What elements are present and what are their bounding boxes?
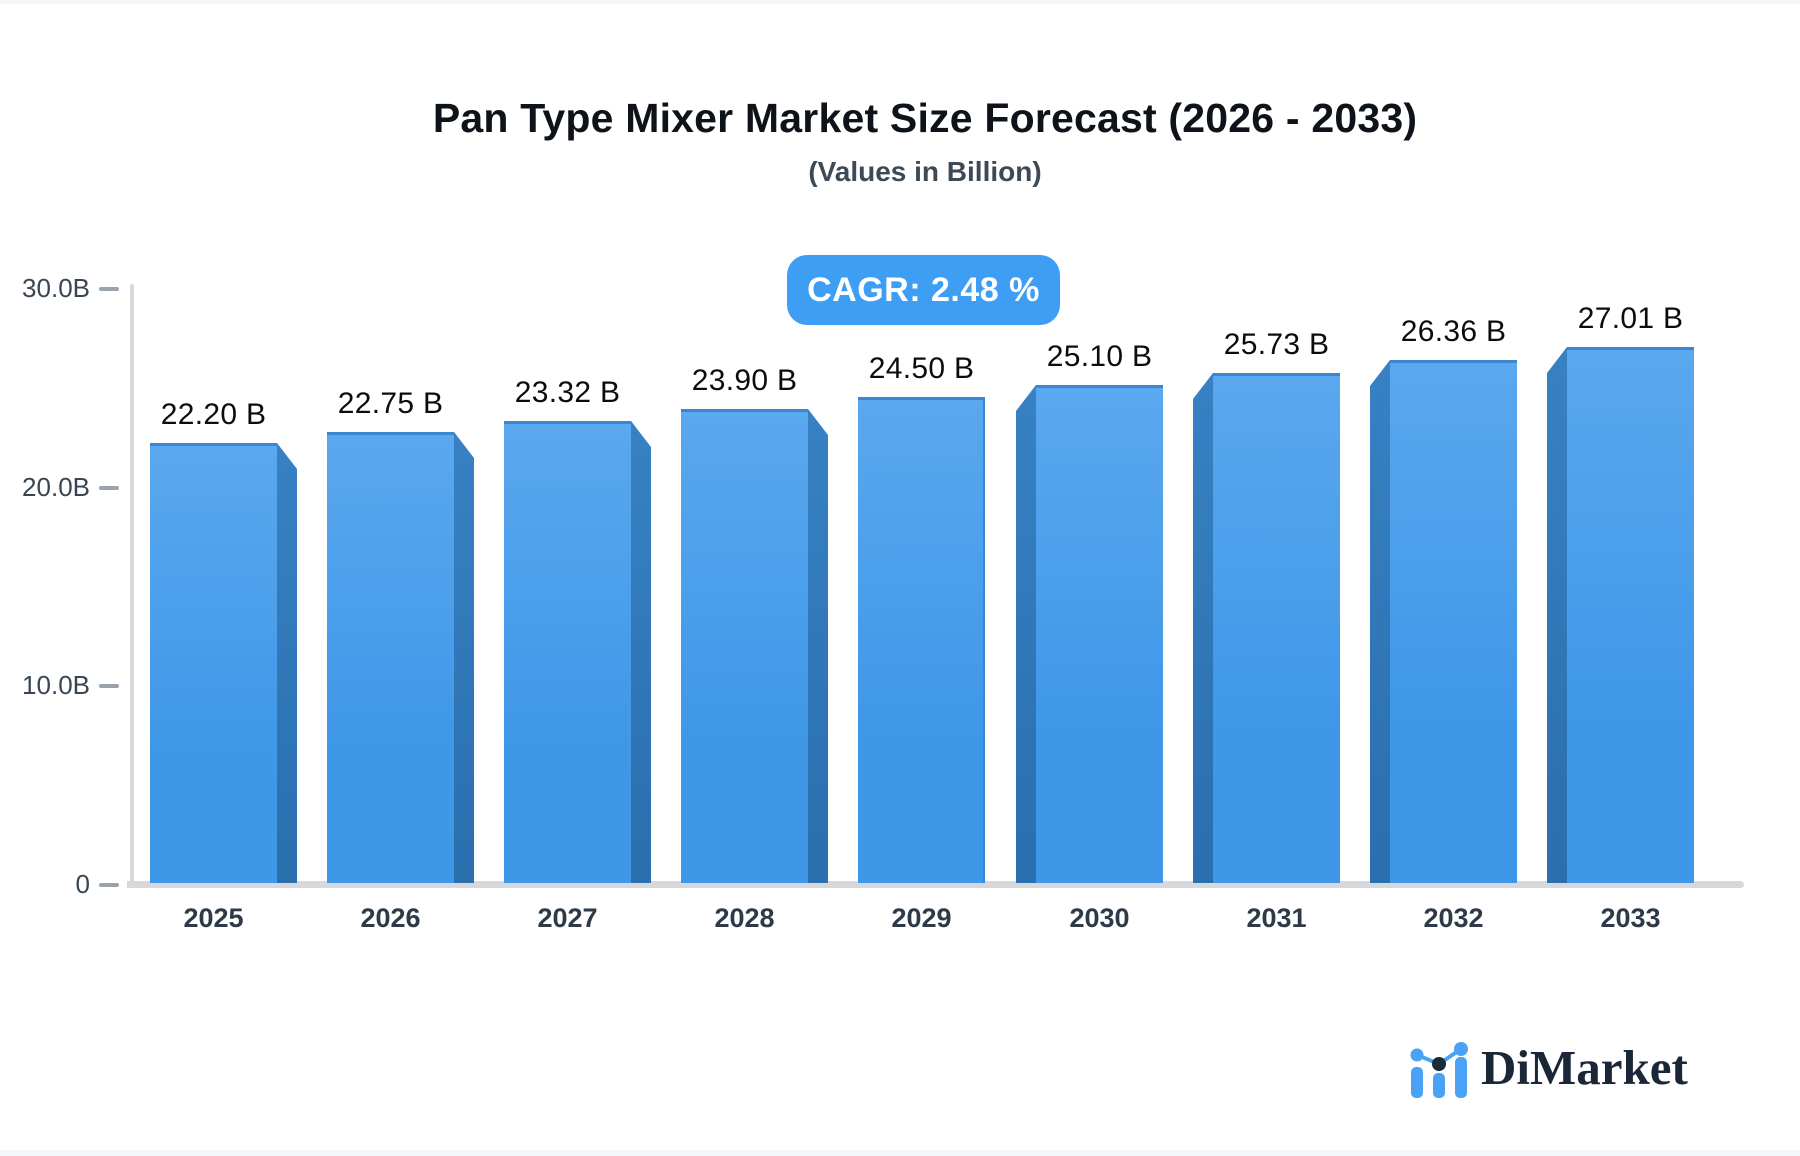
bar-value-label-2029: 24.50 B [868,352,975,385]
logo-dot-left [1410,1048,1424,1062]
x-axis-label-2025: 2025 [183,903,244,933]
bar-side-face-2025 [277,443,297,883]
bar-2027 [504,421,631,883]
x-axis-label-2030: 2030 [1069,903,1130,933]
x-axis-label-2026: 2026 [360,903,421,933]
bar-2033 [1567,347,1694,883]
y-axis-tick-label: 30.0B [22,273,90,303]
x-axis-label-2033: 2033 [1600,903,1661,933]
bar-side-face-2032 [1370,360,1390,883]
bar-value-label-2028: 23.90 B [691,364,798,397]
bar-2029 [858,397,985,883]
bar-2032 [1390,360,1517,883]
bar-side-face-2030 [1016,385,1036,883]
y-axis-tick-label: 20.0B [22,472,90,502]
page-top-border [0,0,1800,4]
x-axis-label-2028: 2028 [714,903,775,933]
y-axis-tick-label: 10.0B [22,670,90,700]
y-axis-tick-mark [99,486,119,490]
x-axis-label-2031: 2031 [1246,903,1307,933]
chart-title: Pan Type Mixer Market Size Forecast (202… [432,95,1418,141]
page-bottom-border [0,1150,1800,1156]
chart-subtitle: (Values in Billion) [808,156,1042,187]
bar-value-label-2026: 22.75 B [337,387,444,420]
cagr-badge: CAGR: 2.48 % [787,255,1060,325]
y-axis-line [130,284,134,883]
bar-value-label-2032: 26.36 B [1400,315,1507,348]
dimarket-chart-icon [1410,1042,1468,1098]
bar-2030 [1036,385,1163,883]
y-axis-tick-mark [99,684,119,688]
bar-2025 [150,443,277,883]
logo-dot-middle [1432,1057,1446,1071]
bar-2028 [681,409,808,883]
logo-bars [1411,1057,1467,1098]
logo-dot-right [1454,1042,1468,1056]
brand-logo: DiMarket [1410,1040,1688,1098]
x-axis-line [127,881,1744,888]
y-axis-tick-label: 0 [75,869,90,899]
x-axis-label-2027: 2027 [537,903,598,933]
bar-value-label-2031: 25.73 B [1223,328,1330,361]
bar-value-label-2030: 25.10 B [1046,340,1153,373]
bar-side-face-2028 [808,409,828,883]
bar-value-label-2033: 27.01 B [1577,302,1684,335]
bar-2031 [1213,373,1340,883]
bar-side-face-2033 [1547,347,1567,883]
x-axis-label-2032: 2032 [1423,903,1484,933]
bar-side-face-2031 [1193,373,1213,883]
bar-side-face-2026 [454,432,474,883]
bar-value-label-2025: 22.20 B [160,398,267,431]
bar-value-label-2027: 23.32 B [514,376,621,409]
y-axis-tick-mark [99,287,119,291]
chart-header: Pan Type Mixer Market Size Forecast (202… [50,0,1800,188]
bar-side-face-2027 [631,421,651,883]
bar-2026 [327,432,454,883]
x-axis-label-2029: 2029 [891,903,952,933]
y-axis-tick-mark [99,883,119,887]
brand-name: DiMarket [1481,1039,1688,1095]
